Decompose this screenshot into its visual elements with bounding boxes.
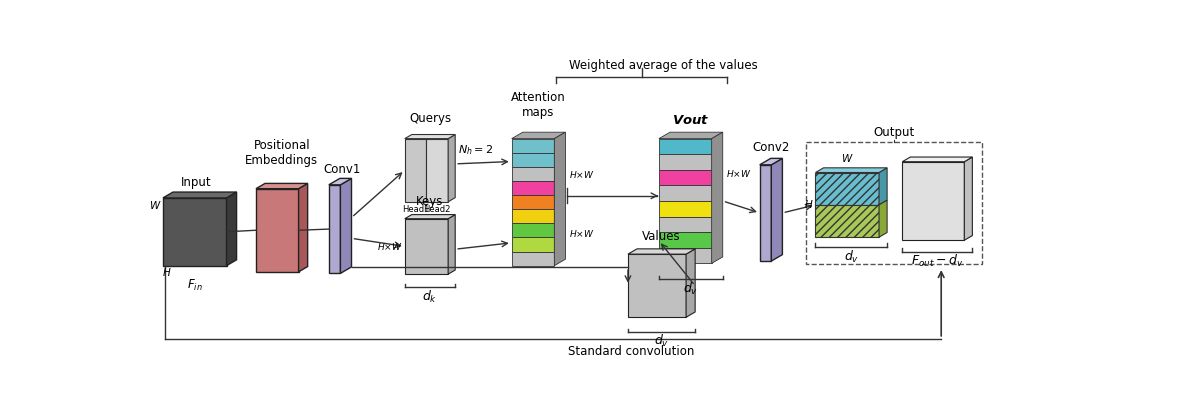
- Polygon shape: [879, 168, 887, 205]
- Polygon shape: [815, 172, 879, 205]
- Polygon shape: [659, 170, 712, 185]
- Text: $F_{in}$: $F_{in}$: [187, 278, 203, 293]
- Polygon shape: [405, 139, 427, 202]
- Polygon shape: [405, 135, 455, 139]
- Polygon shape: [256, 189, 298, 272]
- Polygon shape: [448, 135, 455, 202]
- Polygon shape: [712, 132, 722, 263]
- Text: $\bfit{Vout}$: $\bfit{Vout}$: [672, 114, 709, 127]
- Polygon shape: [759, 165, 771, 261]
- Polygon shape: [511, 132, 565, 139]
- Polygon shape: [511, 153, 554, 167]
- Text: $H{\times}W$: $H{\times}W$: [569, 228, 594, 240]
- Text: $d_v$: $d_v$: [683, 281, 699, 297]
- Polygon shape: [659, 248, 712, 263]
- Polygon shape: [554, 132, 565, 266]
- Polygon shape: [659, 201, 712, 217]
- Text: Standard convolution: Standard convolution: [569, 345, 695, 358]
- Text: $d_v$: $d_v$: [654, 333, 669, 349]
- Polygon shape: [405, 219, 448, 274]
- Text: Weighted average of the values: Weighted average of the values: [569, 59, 758, 72]
- Text: W: W: [843, 154, 852, 164]
- Polygon shape: [329, 178, 352, 185]
- Text: Attention
maps: Attention maps: [511, 91, 566, 119]
- Polygon shape: [659, 132, 722, 139]
- Polygon shape: [687, 249, 695, 317]
- Polygon shape: [427, 139, 448, 202]
- Polygon shape: [964, 157, 973, 240]
- Polygon shape: [879, 200, 887, 237]
- Polygon shape: [511, 195, 554, 209]
- Text: Keys: Keys: [416, 195, 443, 208]
- Text: Head1: Head1: [402, 205, 429, 214]
- Polygon shape: [511, 139, 554, 153]
- Text: $d_v$: $d_v$: [844, 249, 859, 265]
- Polygon shape: [256, 183, 308, 189]
- Text: Output: Output: [874, 126, 914, 139]
- Polygon shape: [511, 181, 554, 195]
- Polygon shape: [815, 205, 879, 237]
- Polygon shape: [659, 217, 712, 232]
- Polygon shape: [405, 215, 455, 219]
- Text: W: W: [150, 201, 161, 211]
- Text: Querys: Querys: [409, 112, 451, 125]
- Text: $N_h = 2$: $N_h = 2$: [458, 143, 493, 157]
- Polygon shape: [628, 254, 687, 317]
- Text: $H{\times}W$: $H{\times}W$: [377, 241, 403, 252]
- Polygon shape: [329, 185, 341, 273]
- Text: Conv1: Conv1: [323, 162, 360, 176]
- Polygon shape: [511, 209, 554, 223]
- Text: $F_{out}-d_v$: $F_{out}-d_v$: [911, 254, 963, 269]
- Text: Input: Input: [181, 176, 212, 189]
- Text: $H{\times}W$: $H{\times}W$: [726, 168, 751, 179]
- Polygon shape: [226, 192, 236, 266]
- Polygon shape: [511, 252, 554, 266]
- Polygon shape: [902, 162, 964, 240]
- Polygon shape: [815, 168, 887, 172]
- Text: Positional
Embeddings: Positional Embeddings: [246, 139, 318, 167]
- Text: $d_k$: $d_k$: [422, 289, 437, 305]
- Polygon shape: [659, 139, 712, 154]
- Polygon shape: [511, 223, 554, 238]
- Polygon shape: [448, 215, 455, 274]
- Polygon shape: [163, 198, 226, 266]
- Polygon shape: [659, 185, 712, 201]
- Polygon shape: [902, 157, 973, 162]
- Text: Values: Values: [642, 230, 681, 242]
- Polygon shape: [163, 192, 236, 198]
- Text: H: H: [805, 200, 813, 210]
- Polygon shape: [759, 158, 782, 165]
- Polygon shape: [628, 249, 695, 254]
- Polygon shape: [341, 178, 352, 273]
- Polygon shape: [511, 238, 554, 252]
- Text: H: H: [163, 268, 170, 278]
- Polygon shape: [298, 183, 308, 272]
- Text: $H{\times}W$: $H{\times}W$: [569, 169, 594, 179]
- Polygon shape: [659, 232, 712, 248]
- Polygon shape: [659, 154, 712, 170]
- Text: Conv2: Conv2: [752, 141, 790, 154]
- Polygon shape: [771, 158, 782, 261]
- Polygon shape: [511, 167, 554, 181]
- Text: Head2: Head2: [423, 205, 451, 214]
